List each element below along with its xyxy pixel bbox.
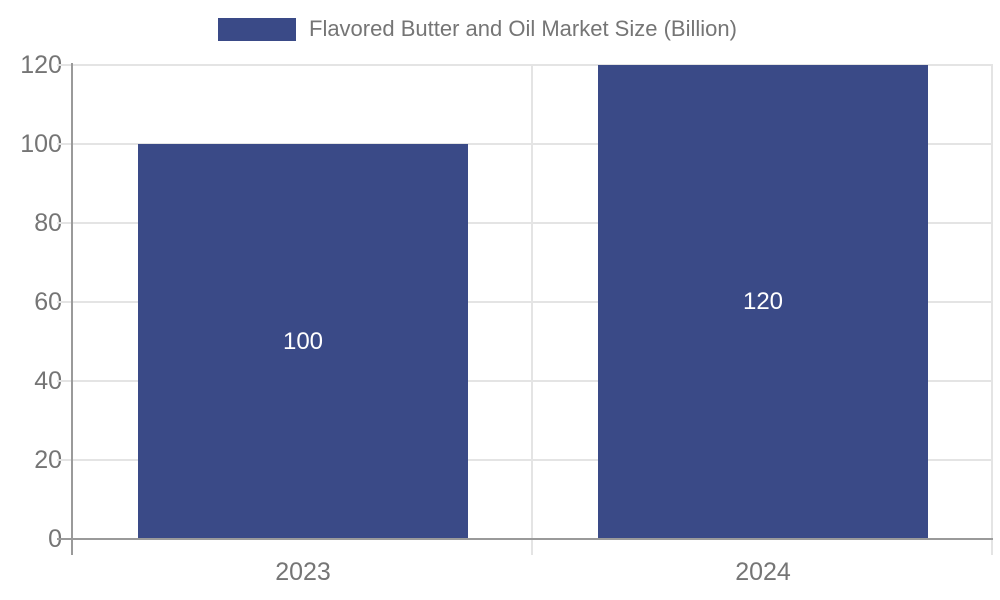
gridline-v-2 xyxy=(991,65,993,555)
ytick-mark-100 xyxy=(57,143,73,145)
ytick-label-60: 60 xyxy=(34,288,62,316)
y-axis-line xyxy=(71,63,73,555)
ytick-mark-120 xyxy=(57,64,73,66)
ytick-label-80: 80 xyxy=(34,209,62,237)
gridline-120 xyxy=(73,64,993,66)
ytick-label-40: 40 xyxy=(34,367,62,395)
gridline-v-1 xyxy=(531,65,533,555)
bar-2023[interactable] xyxy=(138,144,468,539)
ytick-label-0: 0 xyxy=(48,525,62,553)
gridline-60 xyxy=(73,301,993,303)
legend[interactable]: Flavored Butter and Oil Market Size (Bil… xyxy=(218,16,737,42)
ytick-mark-20 xyxy=(57,459,73,461)
x-axis-line xyxy=(57,538,993,540)
bar-value-label-2024: 120 xyxy=(742,288,784,315)
ytick-label-20: 20 xyxy=(34,446,62,474)
xtick-label-2023: 2023 xyxy=(275,558,331,586)
legend-label: Flavored Butter and Oil Market Size (Bil… xyxy=(309,16,737,41)
xtick-label-2024: 2024 xyxy=(735,558,791,586)
gridline-100 xyxy=(73,143,993,145)
ytick-mark-60 xyxy=(57,301,73,303)
gridline-80 xyxy=(73,222,993,224)
bar-2024[interactable] xyxy=(598,65,928,539)
bar-value-label-2023: 100 xyxy=(282,327,324,355)
legend-swatch xyxy=(218,17,296,41)
ytick-mark-80 xyxy=(57,222,73,224)
gridline-40 xyxy=(73,380,993,382)
ytick-label-100: 100 xyxy=(20,130,62,158)
ytick-mark-40 xyxy=(57,380,73,382)
ytick-label-120: 120 xyxy=(20,51,62,79)
gridline-20 xyxy=(73,459,993,461)
